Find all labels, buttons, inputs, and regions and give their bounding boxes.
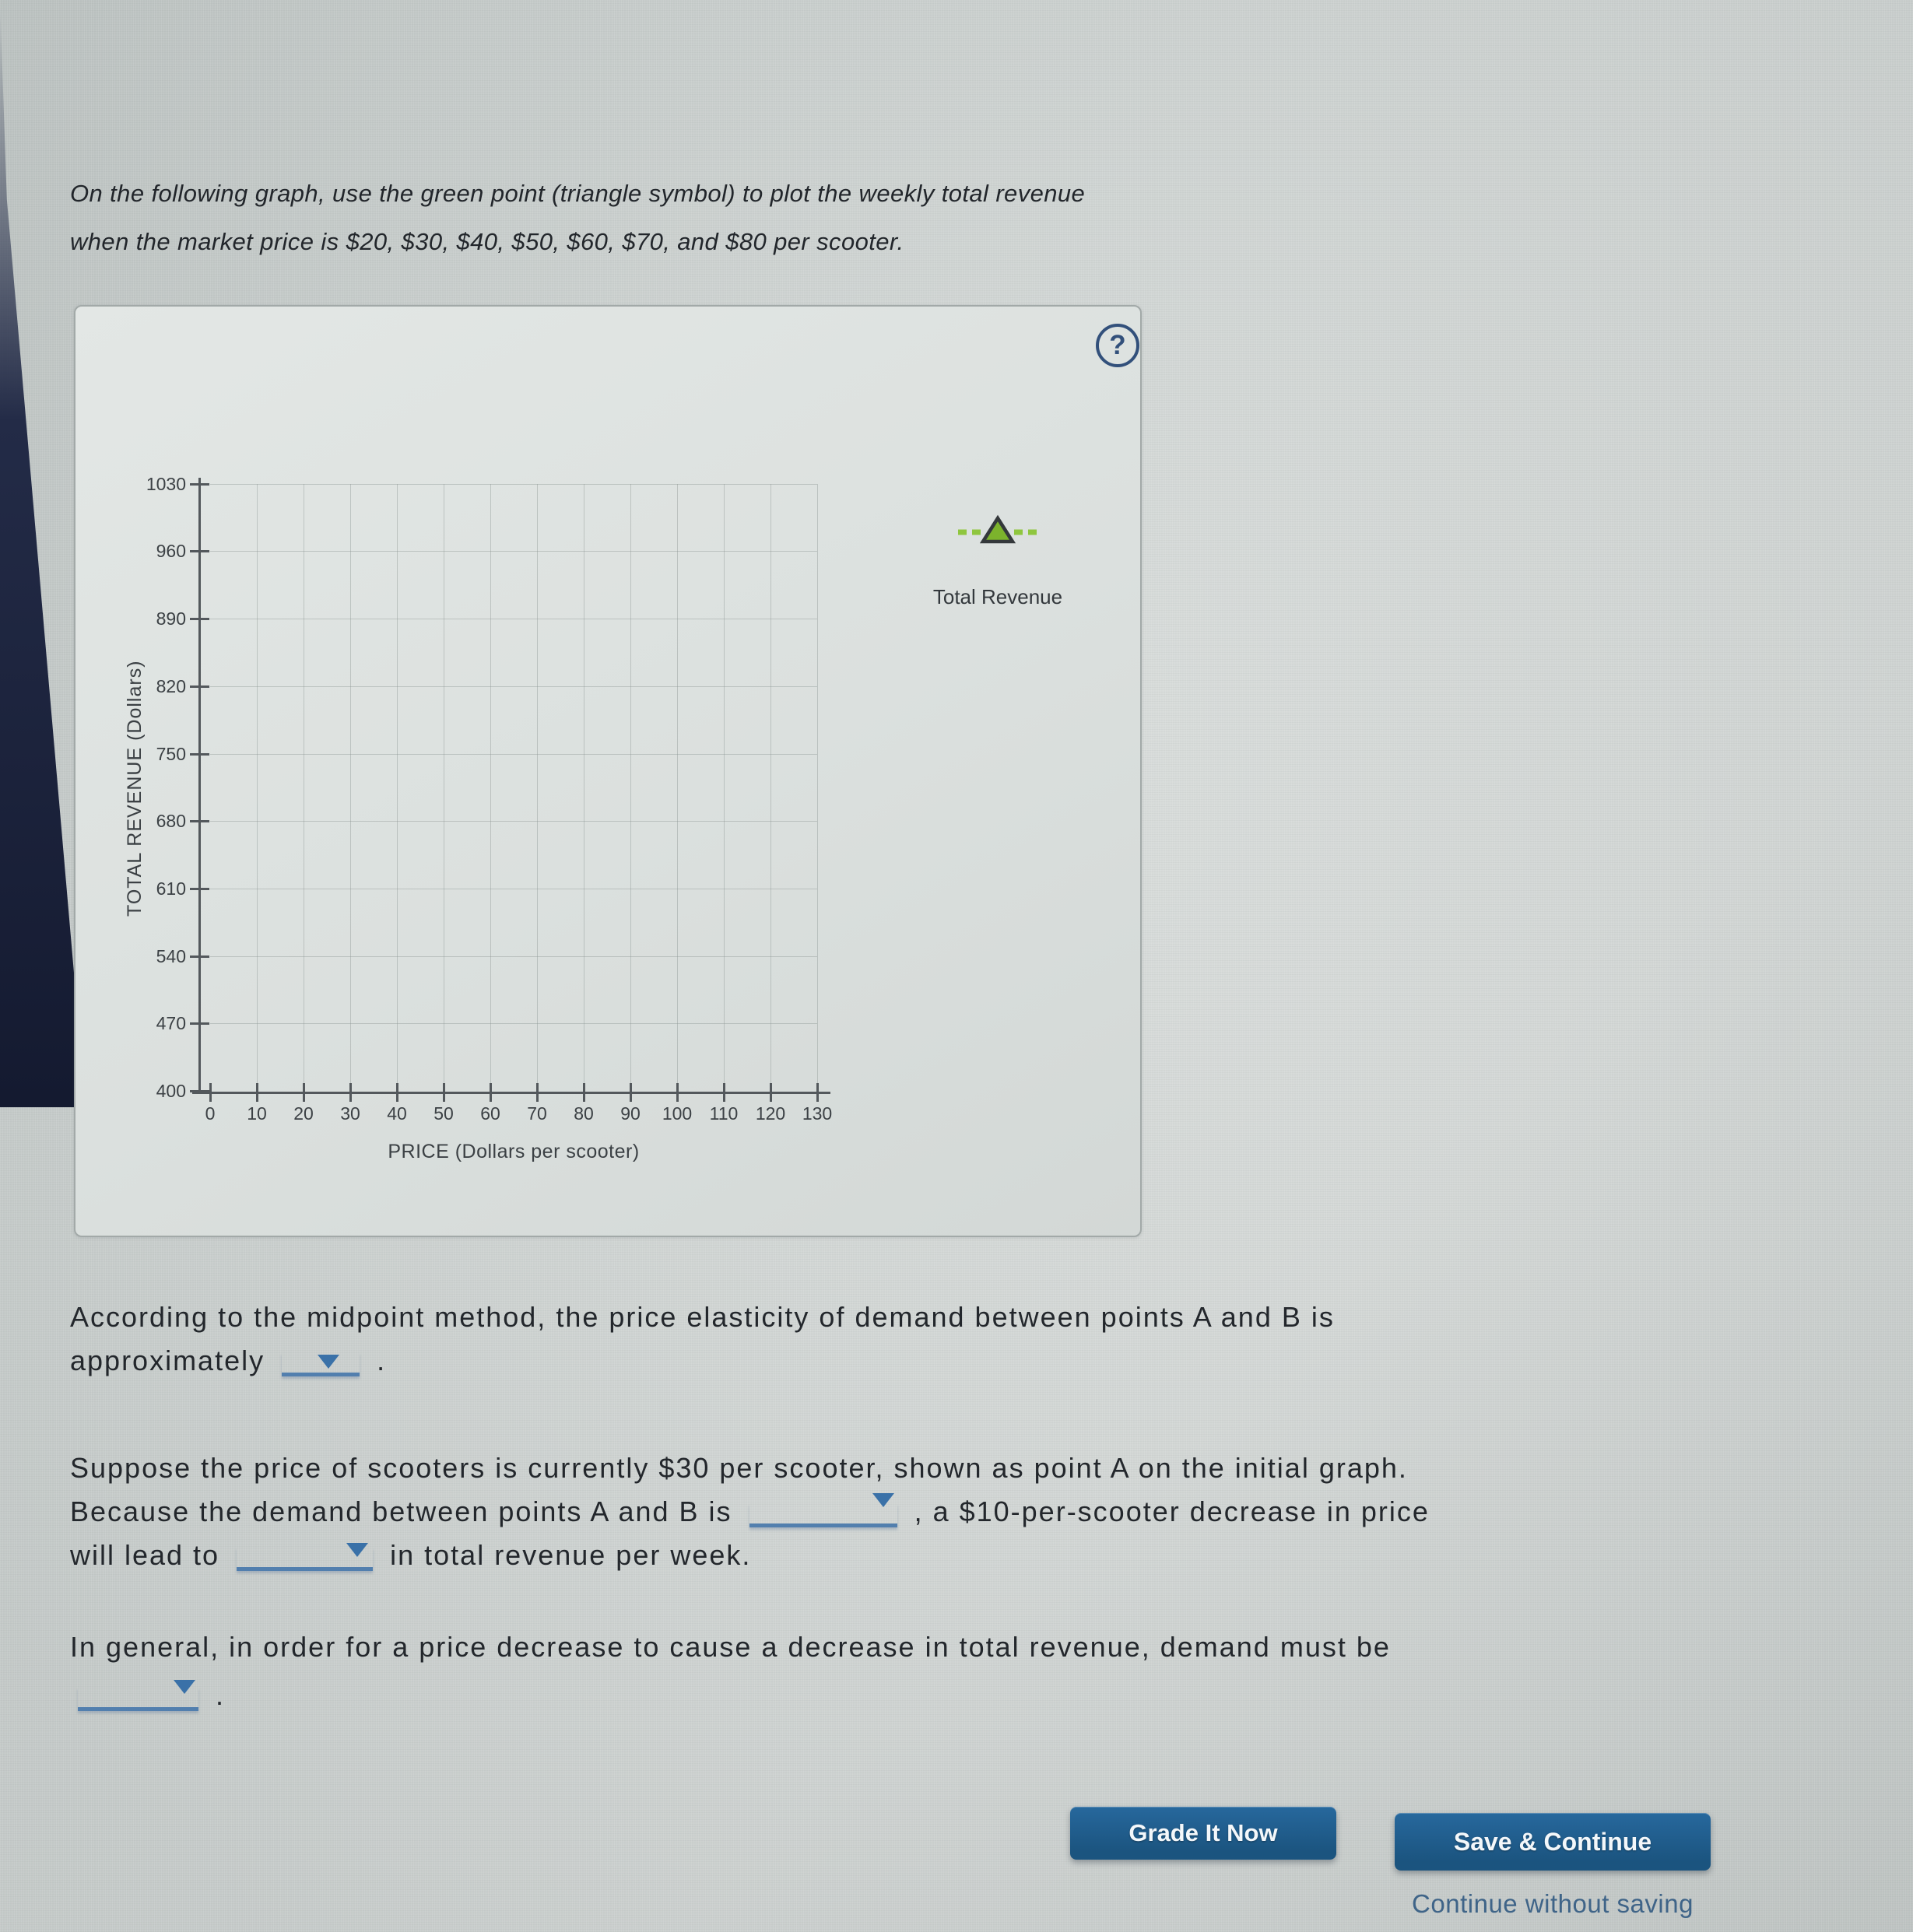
plot-area[interactable] (200, 482, 819, 1092)
grid-line-horizontal (210, 483, 817, 485)
q2-line2: Because the demand between points A and … (70, 1493, 1868, 1528)
q3-line1: In general, in order for a price decreas… (70, 1631, 1391, 1663)
total-revenue-point-tool[interactable] (953, 514, 1042, 548)
grid-line-vertical (257, 484, 258, 1091)
chevron-down-icon (318, 1355, 340, 1369)
q3-demand-dropdown[interactable] (78, 1680, 198, 1711)
help-icon[interactable]: ? (1096, 324, 1139, 367)
y-axis-title: TOTAL REVENUE (Dollars) (124, 660, 146, 917)
q1-line2: approximately . (70, 1345, 1868, 1377)
chevron-down-icon (174, 1680, 195, 1694)
grid-line-horizontal (210, 955, 817, 957)
q1-period: . (377, 1345, 387, 1376)
y-tick-label: 750 (156, 743, 186, 764)
y-tick-label: 680 (156, 811, 186, 832)
continue-without-saving-link[interactable]: Continue without saving (1412, 1889, 1694, 1918)
q2-line1: Suppose the price of scooters is current… (70, 1452, 1408, 1484)
q2-line2-pre: Because the demand between points A and … (70, 1495, 732, 1527)
x-tick-label: 20 (293, 1103, 314, 1124)
q2-demand-type-dropdown[interactable] (749, 1493, 897, 1527)
q1-elasticity-dropdown[interactable] (282, 1353, 360, 1376)
q3-period: . (216, 1679, 226, 1711)
grid-line-vertical (770, 484, 771, 1091)
x-axis-line (192, 1092, 830, 1094)
y-tick-label: 820 (156, 675, 186, 696)
grade-it-now-button[interactable]: Grade It Now (1070, 1807, 1336, 1860)
x-tick-label: 120 (755, 1103, 786, 1124)
y-tick-label: 960 (156, 541, 186, 562)
screen-edge-shadow (0, 0, 86, 1107)
grid-line-vertical (537, 484, 538, 1091)
x-tick-label: 100 (662, 1103, 693, 1124)
y-tick-label: 400 (156, 1081, 186, 1101)
save-and-continue-button[interactable]: Save & Continue (1395, 1813, 1711, 1871)
grid-line-horizontal (210, 685, 817, 687)
x-tick-label: 30 (340, 1103, 360, 1124)
q2-line3-post: in total revenue per week. (390, 1539, 752, 1571)
q2-line3: will lead to in total revenue per week. (70, 1539, 1868, 1572)
q2-revenue-change-dropdown[interactable] (237, 1543, 374, 1571)
x-axis-title: PRICE (Dollars per scooter) (388, 1141, 640, 1162)
x-tick-label: 40 (387, 1103, 407, 1124)
y-tick-label: 540 (156, 945, 186, 966)
q2-line3-pre: will lead to (70, 1539, 220, 1571)
x-tick-label: 130 (802, 1103, 833, 1124)
x-tick-label: 10 (247, 1103, 267, 1124)
grid-line-vertical (724, 484, 725, 1091)
y-tick-label: 890 (156, 608, 186, 629)
x-tick-label: 90 (620, 1103, 641, 1124)
grid-line-horizontal (210, 821, 817, 822)
y-tick-label: 470 (156, 1013, 186, 1034)
chevron-down-icon (872, 1493, 894, 1507)
y-tick-label: 610 (156, 878, 186, 899)
grid-line-vertical (350, 484, 351, 1091)
grid-line-vertical (817, 484, 818, 1091)
chevron-down-icon (346, 1543, 369, 1557)
grid-line-horizontal (210, 1023, 817, 1025)
grid-line-horizontal (210, 551, 817, 552)
instructions-line-2: when the market price is $20, $30, $40, … (70, 228, 904, 255)
q1-line1: According to the midpoint method, the pr… (70, 1301, 1335, 1333)
x-tick-label: 70 (527, 1103, 547, 1124)
grid-line-vertical (397, 484, 398, 1091)
grid-line-vertical (630, 484, 631, 1091)
grid-line-vertical (677, 484, 678, 1091)
q2-line2-post: , a $10-per-scooter decrease in price (914, 1495, 1430, 1527)
legend-label: Total Revenue (932, 585, 1063, 608)
q1-line2-pre: approximately (70, 1345, 265, 1376)
x-tick-label: 60 (480, 1103, 500, 1124)
y-tick-label: 1030 (146, 473, 186, 494)
question-instructions: On the following graph, use the green po… (70, 170, 1284, 266)
q3-line2: . (70, 1679, 1868, 1712)
x-tick-label: 110 (709, 1103, 739, 1124)
x-tick-label: 80 (574, 1103, 594, 1124)
instructions-line-1: On the following graph, use the green po… (70, 180, 1086, 207)
grid-line-horizontal (210, 753, 817, 755)
y-axis-line (198, 478, 201, 1094)
graph-panel: ? 0 10 20 30 40 50 60 70 80 90 100 110 120 130 400 470 5… (74, 305, 1142, 1237)
x-tick-label: 0 (205, 1103, 216, 1124)
green-triangle-icon (979, 514, 1016, 544)
x-tick-label: 50 (433, 1103, 454, 1124)
grid-line-vertical (490, 484, 491, 1091)
